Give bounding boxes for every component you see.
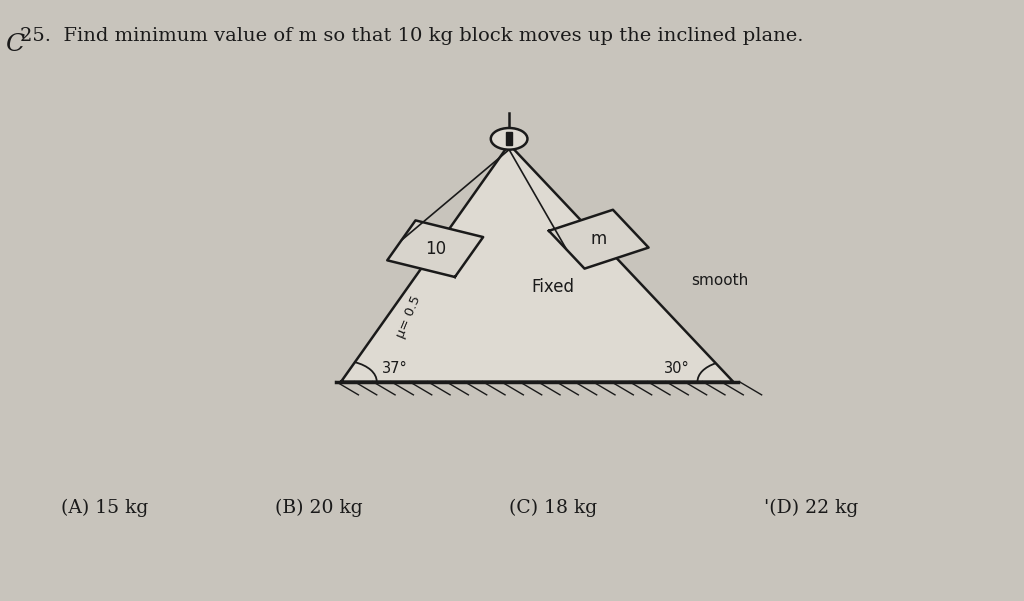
- Polygon shape: [387, 221, 483, 277]
- Text: smooth: smooth: [691, 273, 749, 288]
- Text: μ= 0.5: μ= 0.5: [394, 294, 424, 340]
- Text: Fixed: Fixed: [531, 278, 574, 296]
- Polygon shape: [341, 144, 733, 382]
- Text: 37°: 37°: [382, 361, 408, 376]
- Text: C: C: [5, 33, 25, 56]
- Text: 10: 10: [425, 240, 445, 258]
- Text: (B) 20 kg: (B) 20 kg: [274, 499, 362, 517]
- Text: '(D) 22 kg: '(D) 22 kg: [764, 499, 858, 517]
- Text: m: m: [591, 230, 607, 248]
- Circle shape: [490, 128, 527, 150]
- Text: (A) 15 kg: (A) 15 kg: [61, 499, 148, 517]
- Text: 25.  Find minimum value of m so that 10 kg block moves up the inclined plane.: 25. Find minimum value of m so that 10 k…: [20, 27, 804, 45]
- Text: 30°: 30°: [665, 361, 690, 376]
- Polygon shape: [549, 210, 648, 269]
- Bar: [506, 132, 512, 145]
- Text: (C) 18 kg: (C) 18 kg: [509, 499, 597, 517]
